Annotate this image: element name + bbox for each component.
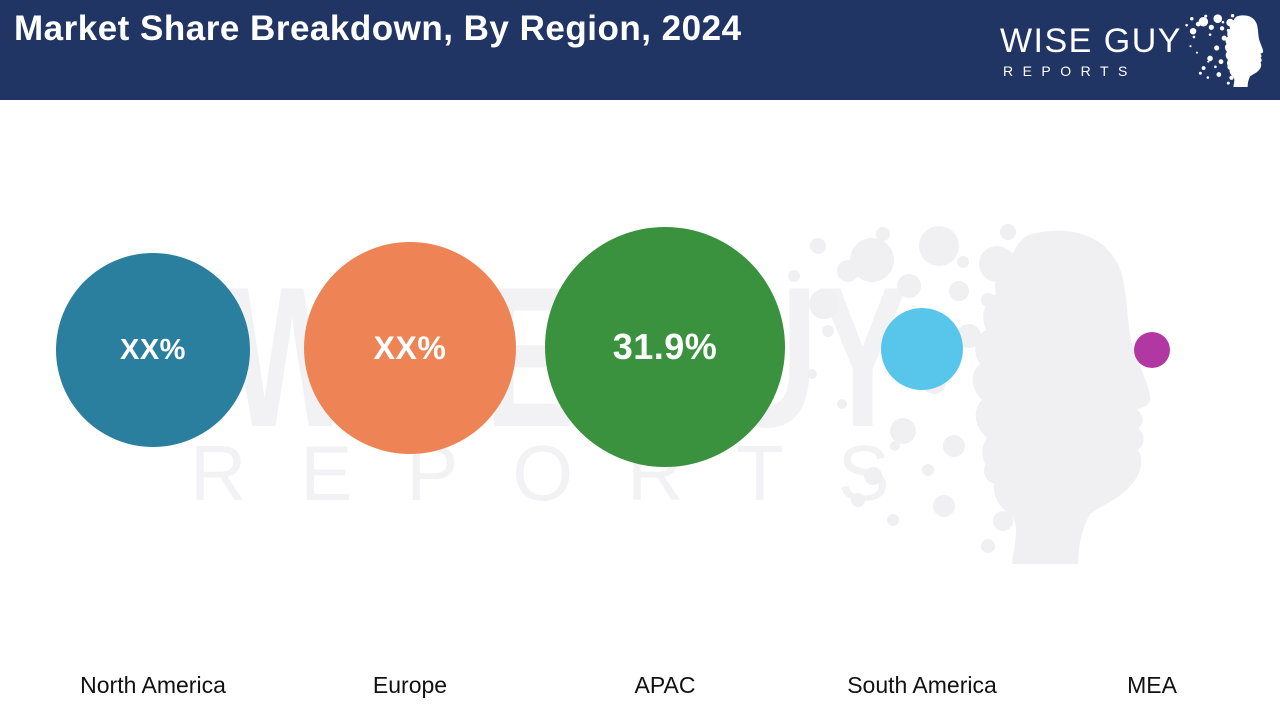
bubble-value-apac: 31.9%: [612, 326, 718, 367]
category-label-mea: MEA: [1127, 672, 1177, 698]
category-label-apac: APAC: [634, 672, 696, 698]
category-label-north-america: North America: [80, 672, 226, 698]
bubble-apac: 31.9%: [545, 227, 785, 467]
brand-subtext: REPORTS: [1002, 63, 1137, 80]
page-title: Market Share Breakdown, By Region, 2024: [14, 9, 742, 48]
brand-wordmark: WISE GUY: [999, 21, 1182, 60]
category-label-south-america: South America: [847, 672, 997, 698]
bubble-north-america: XX%: [56, 253, 250, 447]
bubble-value-north-america: XX%: [120, 333, 186, 366]
header: Market Share Breakdown, By Region, 2024 …: [0, 0, 1280, 100]
bubble-mea: [1134, 332, 1170, 368]
bubble-south-america: [881, 308, 963, 390]
brand-logo: WISE GUY REPORTS: [1000, 6, 1270, 94]
brand-logo-text: WISE GUY REPORTS: [999, 21, 1182, 80]
wiseguy-head-logo-icon: [1185, 13, 1264, 87]
category-label-europe: Europe: [372, 672, 448, 698]
bubble-europe: XX%: [304, 242, 516, 454]
bubble-value-europe: XX%: [373, 329, 447, 366]
